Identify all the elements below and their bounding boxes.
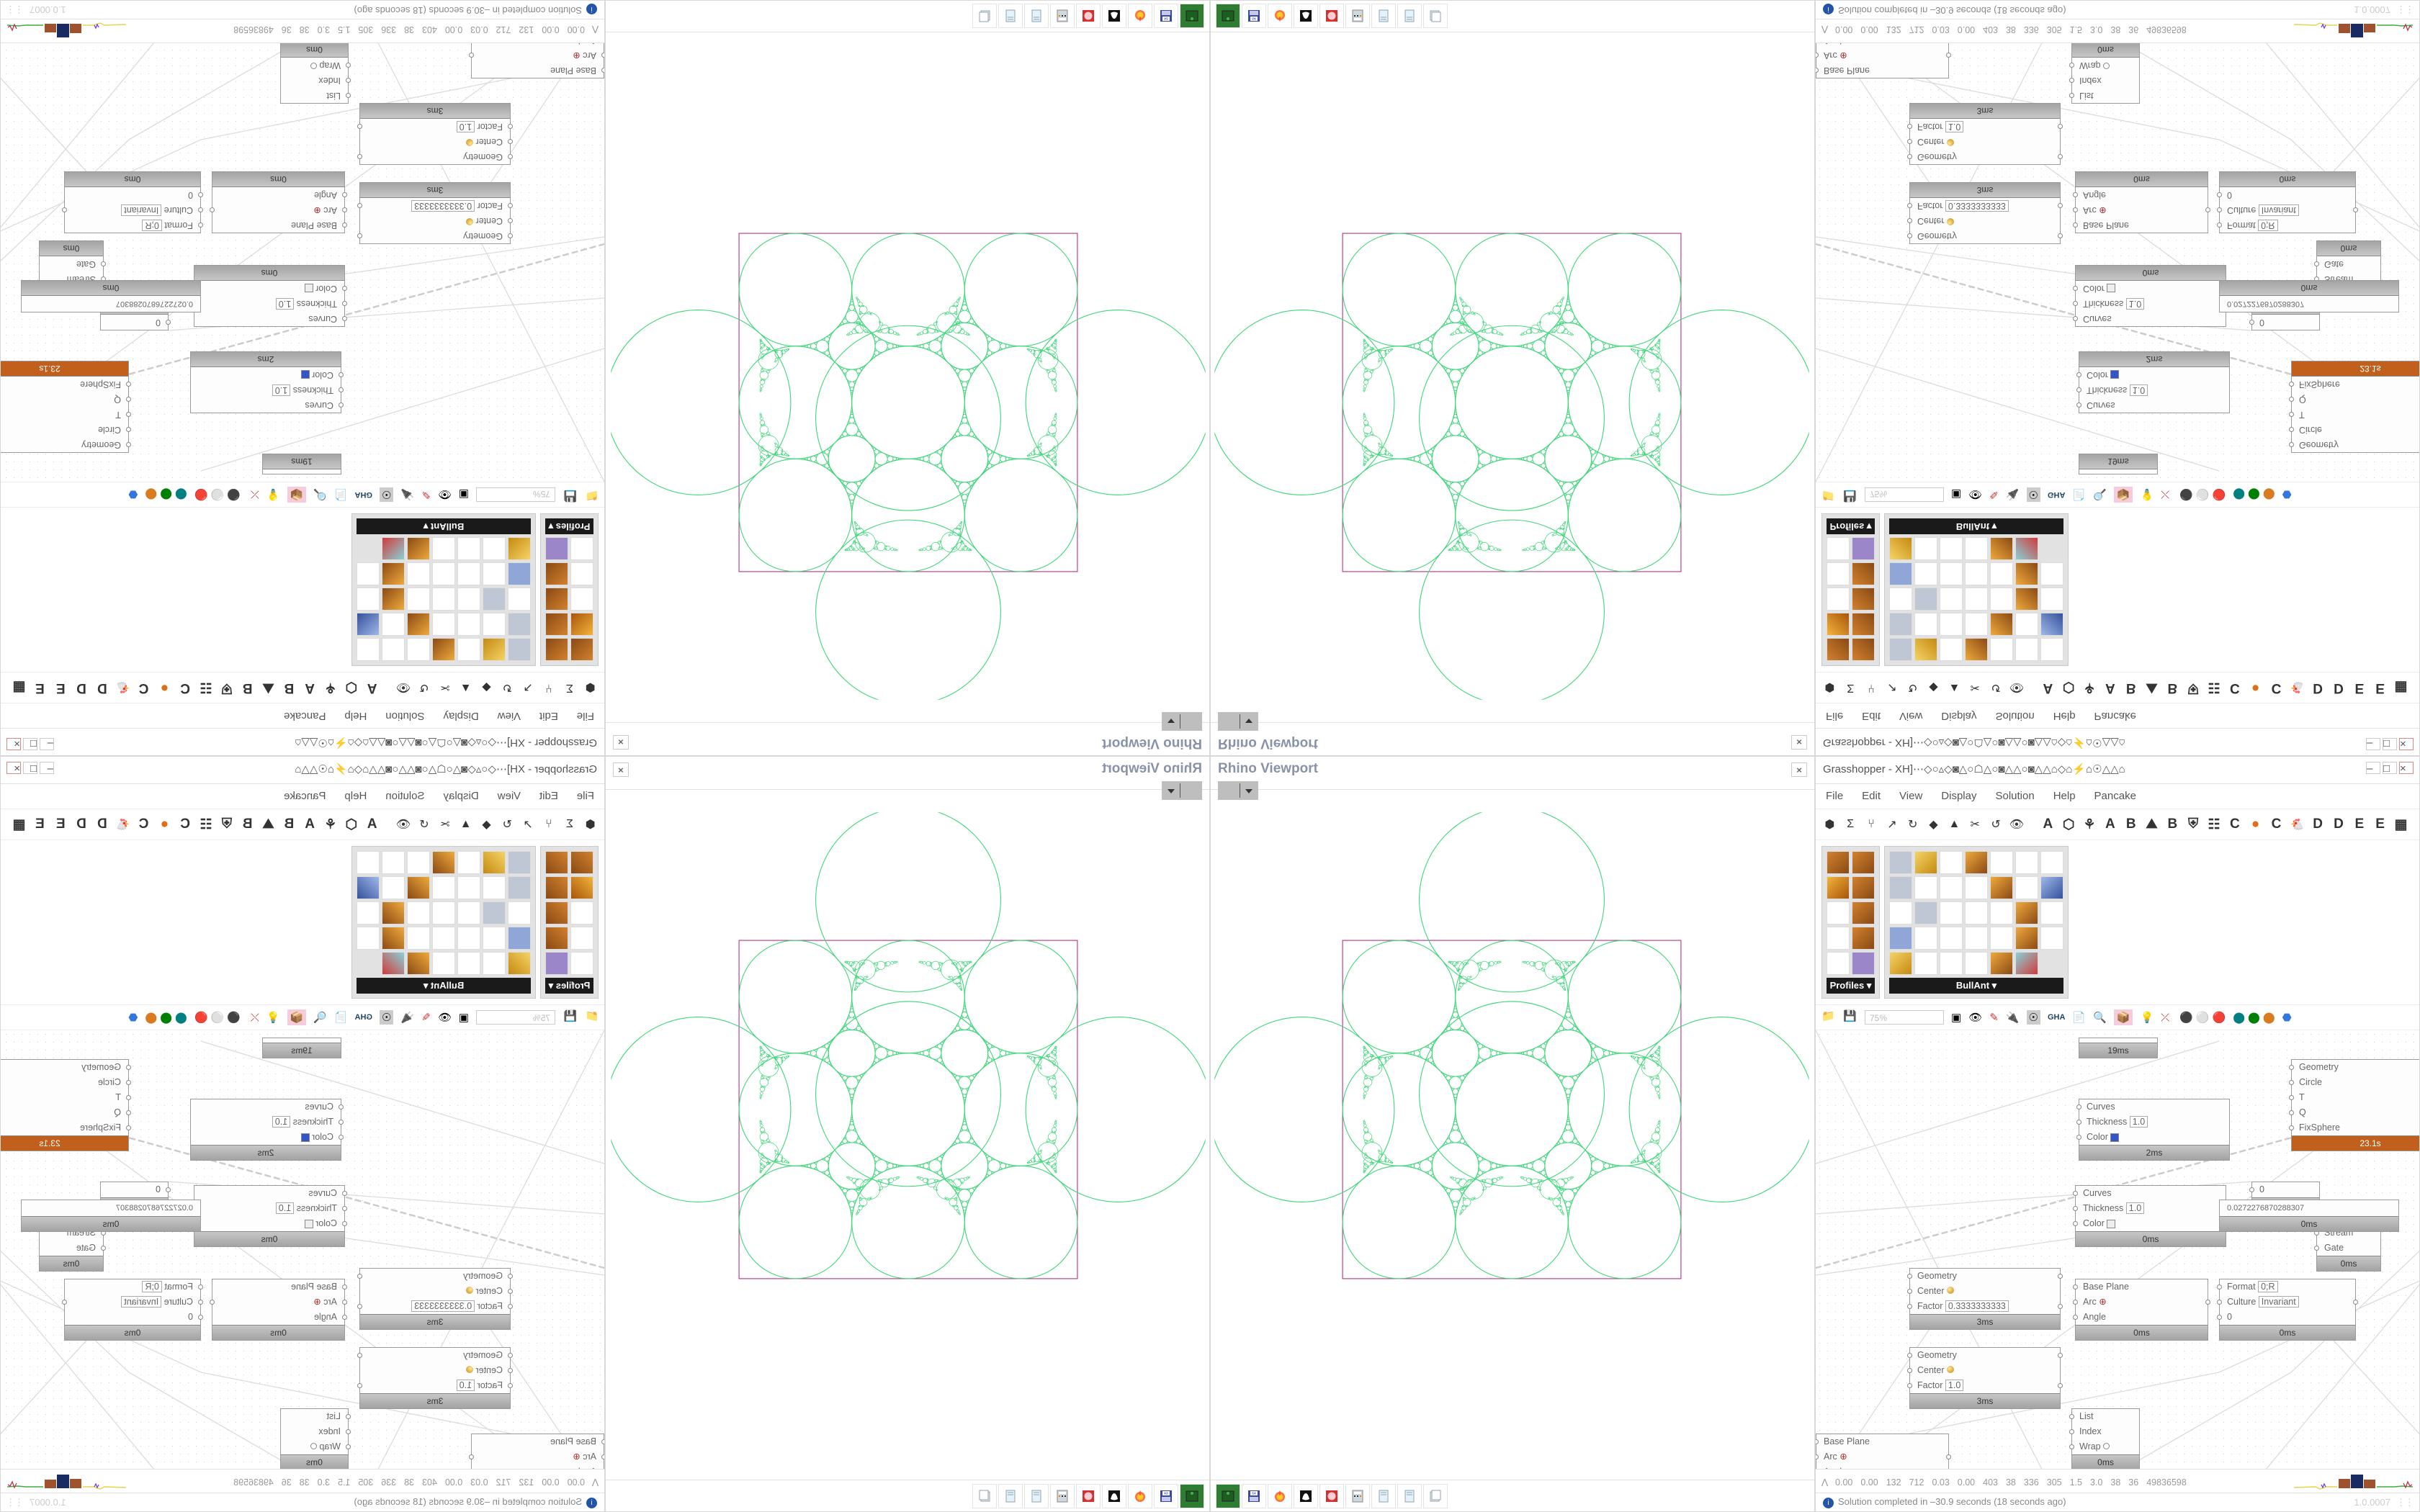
svg-text:64: 64: [1164, 17, 1168, 21]
svg-text:64: 64: [1252, 17, 1256, 21]
svg-text:64: 64: [1164, 1492, 1168, 1496]
svg-text:64: 64: [1252, 1492, 1256, 1496]
